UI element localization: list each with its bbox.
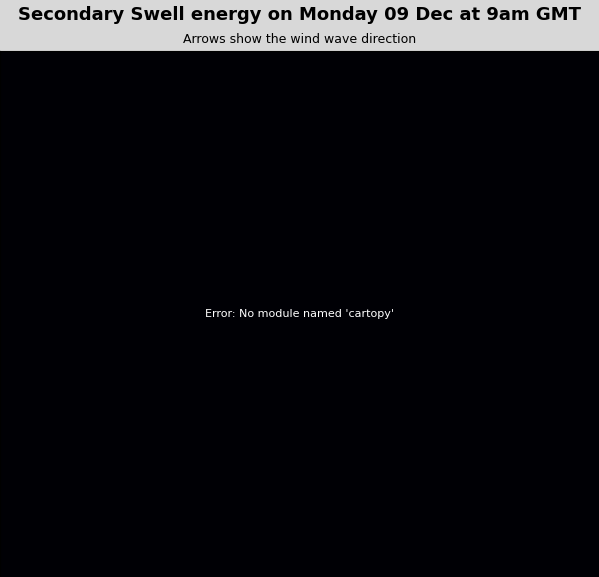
- Text: Secondary Swell energy on Monday 09 Dec at 9am GMT: Secondary Swell energy on Monday 09 Dec …: [18, 6, 581, 24]
- Text: Arrows show the wind wave direction: Arrows show the wind wave direction: [183, 33, 416, 46]
- Text: Error: No module named 'cartopy': Error: No module named 'cartopy': [205, 309, 394, 319]
